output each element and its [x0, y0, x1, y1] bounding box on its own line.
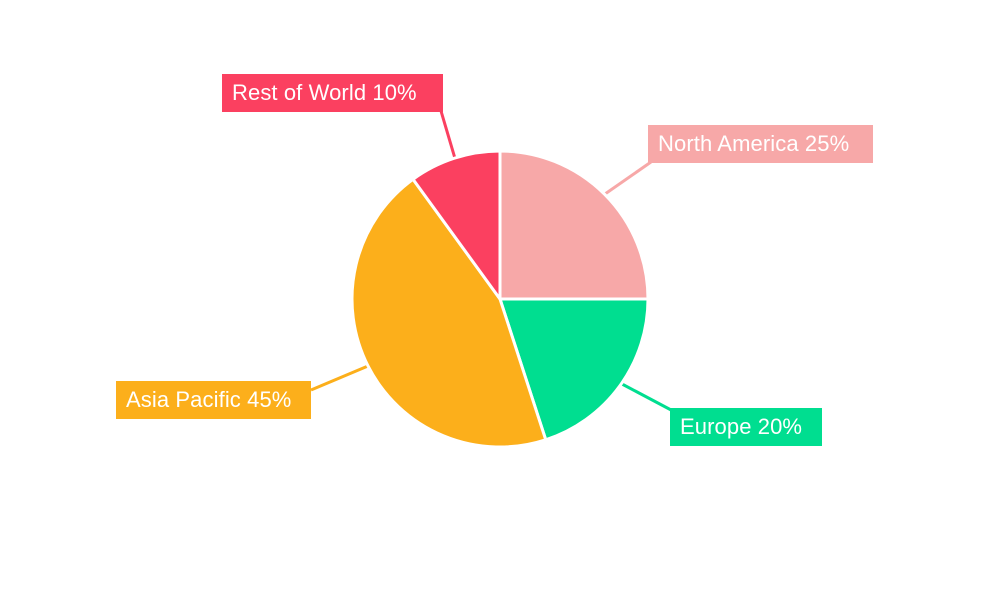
pie-slice-group — [350, 149, 650, 449]
pie-slice[interactable] — [498, 149, 650, 301]
pie-label-text: North America 25% — [658, 131, 850, 156]
pie-slice[interactable] — [498, 297, 650, 442]
pie-slice[interactable] — [411, 149, 502, 301]
pie-label-asia-pacific[interactable]: Asia Pacific 45% — [116, 381, 311, 419]
leader-line — [310, 364, 369, 392]
leader-line — [604, 160, 652, 196]
pie-label-rest-of-world[interactable]: Rest of World 10% — [222, 74, 443, 112]
pie-label-north-america[interactable]: North America 25% — [648, 125, 873, 163]
pie-label-europe[interactable]: Europe 20% — [670, 408, 822, 446]
leader-line — [621, 382, 674, 413]
pie-label-text: Rest of World 10% — [232, 80, 417, 105]
pie-slice[interactable] — [350, 177, 548, 449]
pie-label-text: Asia Pacific 45% — [126, 387, 292, 412]
pie-label-text: Europe 20% — [680, 414, 803, 439]
